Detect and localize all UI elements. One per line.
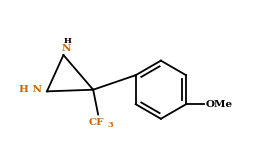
Text: N: N (61, 44, 71, 53)
Text: H N: H N (19, 85, 42, 94)
Text: CF: CF (89, 118, 104, 127)
Text: OMe: OMe (206, 100, 233, 109)
Text: 3: 3 (108, 121, 113, 129)
Text: H: H (63, 37, 71, 45)
